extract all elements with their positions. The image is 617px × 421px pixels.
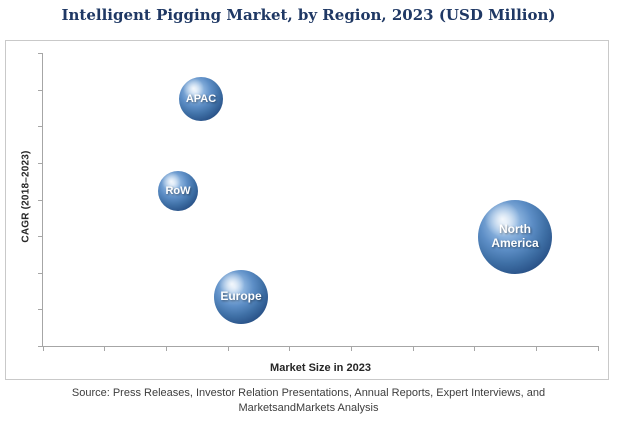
x-axis-tick xyxy=(535,347,537,351)
source-note: Source: Press Releases, Investor Relatio… xyxy=(0,386,617,416)
y-axis-tick xyxy=(38,199,42,201)
bubble-europe: Europe xyxy=(214,270,268,324)
bubble-row: RoW xyxy=(158,171,198,211)
plot-area: CAGR (2018–2023) Market Size in 2023 APA… xyxy=(5,40,609,380)
x-axis-tick xyxy=(597,347,599,351)
x-axis-tick xyxy=(412,347,414,351)
bubble-label: RoW xyxy=(165,184,191,197)
y-axis-tick xyxy=(38,272,42,274)
x-axis-tick xyxy=(165,347,167,351)
x-axis xyxy=(42,346,599,347)
chart-title: Intelligent Pigging Market, by Region, 2… xyxy=(61,6,556,24)
y-axis-tick xyxy=(38,126,42,128)
x-axis-tick xyxy=(104,347,106,351)
x-axis-tick xyxy=(474,347,476,351)
y-axis-tick xyxy=(38,309,42,311)
x-axis-tick xyxy=(289,347,291,351)
bubble-label: APAC xyxy=(185,92,217,105)
source-line-1: Source: Press Releases, Investor Relatio… xyxy=(71,387,546,399)
source-line-2: MarketsandMarkets Analysis xyxy=(238,401,379,414)
y-axis xyxy=(42,53,43,347)
x-axis-tick xyxy=(227,347,229,351)
x-axis-tick xyxy=(42,347,44,351)
y-axis-tick xyxy=(38,53,42,54)
y-axis-tick xyxy=(38,162,42,164)
y-axis-title: CAGR (2018–2023) xyxy=(20,150,32,243)
x-axis-title: Market Size in 2023 xyxy=(270,362,371,374)
y-axis-tick xyxy=(38,346,42,347)
x-axis-tick xyxy=(350,347,352,351)
bubble-apac: APAC xyxy=(179,77,223,121)
bubble-label: Europe xyxy=(220,289,262,304)
bubble-label: North America xyxy=(491,222,539,250)
y-axis-tick xyxy=(38,236,42,238)
y-axis-tick xyxy=(38,89,42,91)
bubble-north-america: North America xyxy=(478,200,552,274)
